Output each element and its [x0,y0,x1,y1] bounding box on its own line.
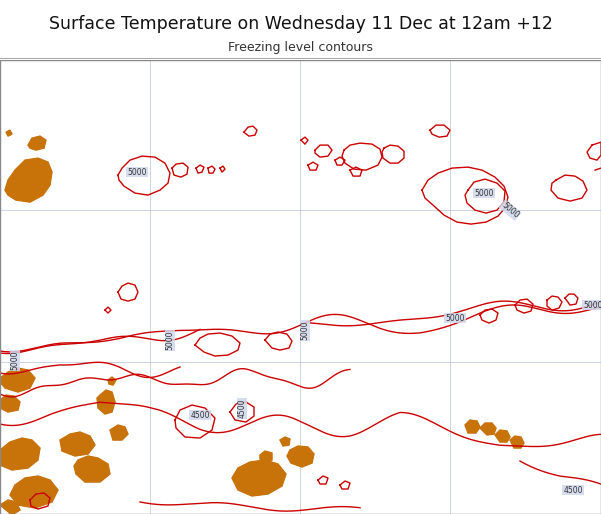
Text: 4500: 4500 [563,486,583,494]
Text: 5000: 5000 [445,314,465,323]
Polygon shape [260,451,272,462]
Polygon shape [74,456,110,482]
Text: Surface Temperature on Wednesday 11 Dec at 12am +12: Surface Temperature on Wednesday 11 Dec … [49,15,552,33]
Polygon shape [287,446,314,467]
Polygon shape [510,436,524,448]
Polygon shape [97,390,115,414]
Text: 5000: 5000 [474,189,494,197]
Polygon shape [6,130,12,136]
Polygon shape [495,430,510,442]
Polygon shape [0,500,20,514]
Polygon shape [480,423,496,435]
Text: 5000: 5000 [499,200,520,220]
Text: 4500: 4500 [237,398,246,418]
Polygon shape [10,476,58,508]
Text: 5000: 5000 [10,351,19,370]
Polygon shape [280,437,290,446]
Polygon shape [110,425,128,440]
Text: 5000: 5000 [300,320,310,340]
Polygon shape [28,136,46,150]
Polygon shape [465,420,480,433]
Polygon shape [0,368,35,392]
Polygon shape [5,158,52,202]
Text: 4500: 4500 [191,411,210,419]
Polygon shape [0,395,20,412]
Polygon shape [232,460,286,496]
Text: 5000: 5000 [165,331,174,350]
Text: Freezing level contours: Freezing level contours [228,41,373,54]
Polygon shape [60,432,95,456]
Text: 5000: 5000 [583,301,601,309]
Polygon shape [108,377,116,385]
Text: 5000: 5000 [127,168,147,177]
Polygon shape [0,438,40,470]
